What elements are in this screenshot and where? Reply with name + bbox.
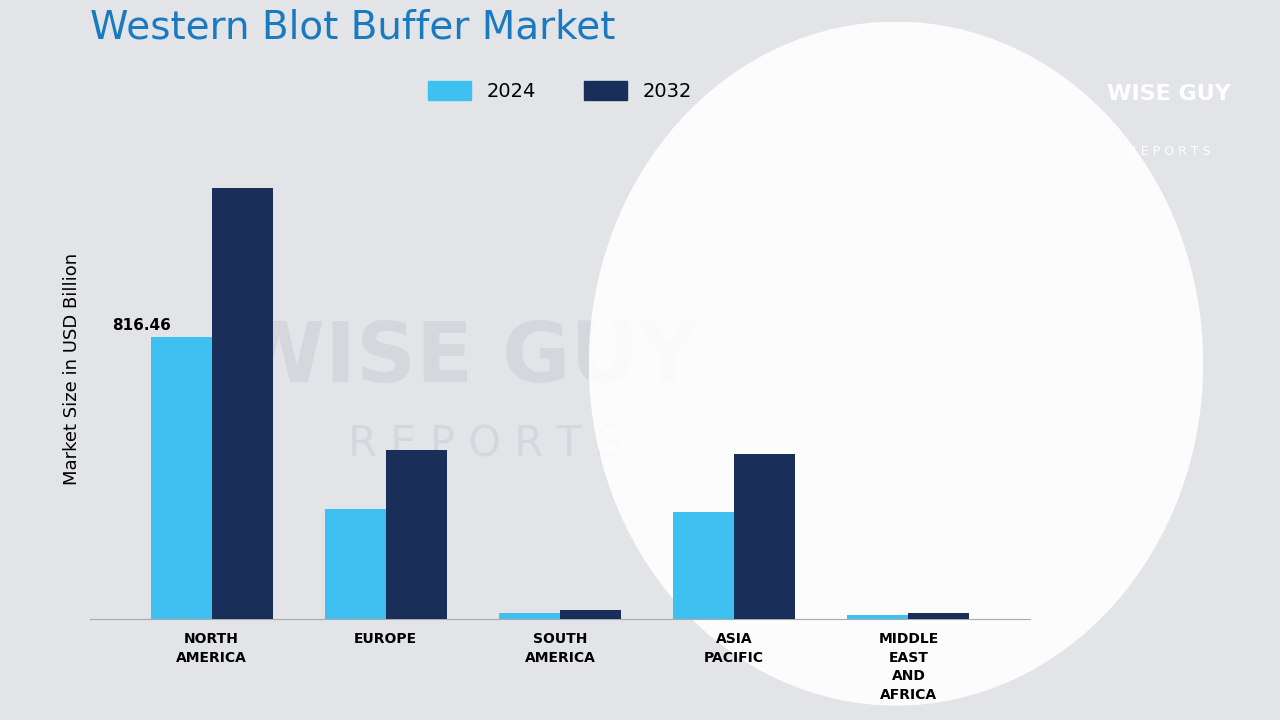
Text: WISE GUY: WISE GUY <box>1107 84 1231 104</box>
Bar <box>499 613 559 619</box>
Bar <box>909 613 969 619</box>
Bar <box>673 512 735 619</box>
Legend: 2024, 2032: 2024, 2032 <box>420 73 700 109</box>
Bar <box>211 188 273 619</box>
Text: Western Blot Buffer Market: Western Blot Buffer Market <box>90 9 614 47</box>
Text: R E P O R T S: R E P O R T S <box>1128 145 1210 158</box>
Bar <box>559 610 621 619</box>
Ellipse shape <box>589 22 1203 706</box>
Text: R E P O R T S: R E P O R T S <box>348 423 622 465</box>
Text: WISE GUY: WISE GUY <box>233 318 699 400</box>
Text: 816.46: 816.46 <box>111 318 170 333</box>
Y-axis label: Market Size in USD Billion: Market Size in USD Billion <box>63 253 81 485</box>
Bar <box>385 450 447 619</box>
Bar <box>735 454 795 619</box>
Bar <box>151 338 211 619</box>
Bar <box>847 615 909 619</box>
Bar <box>325 509 385 619</box>
